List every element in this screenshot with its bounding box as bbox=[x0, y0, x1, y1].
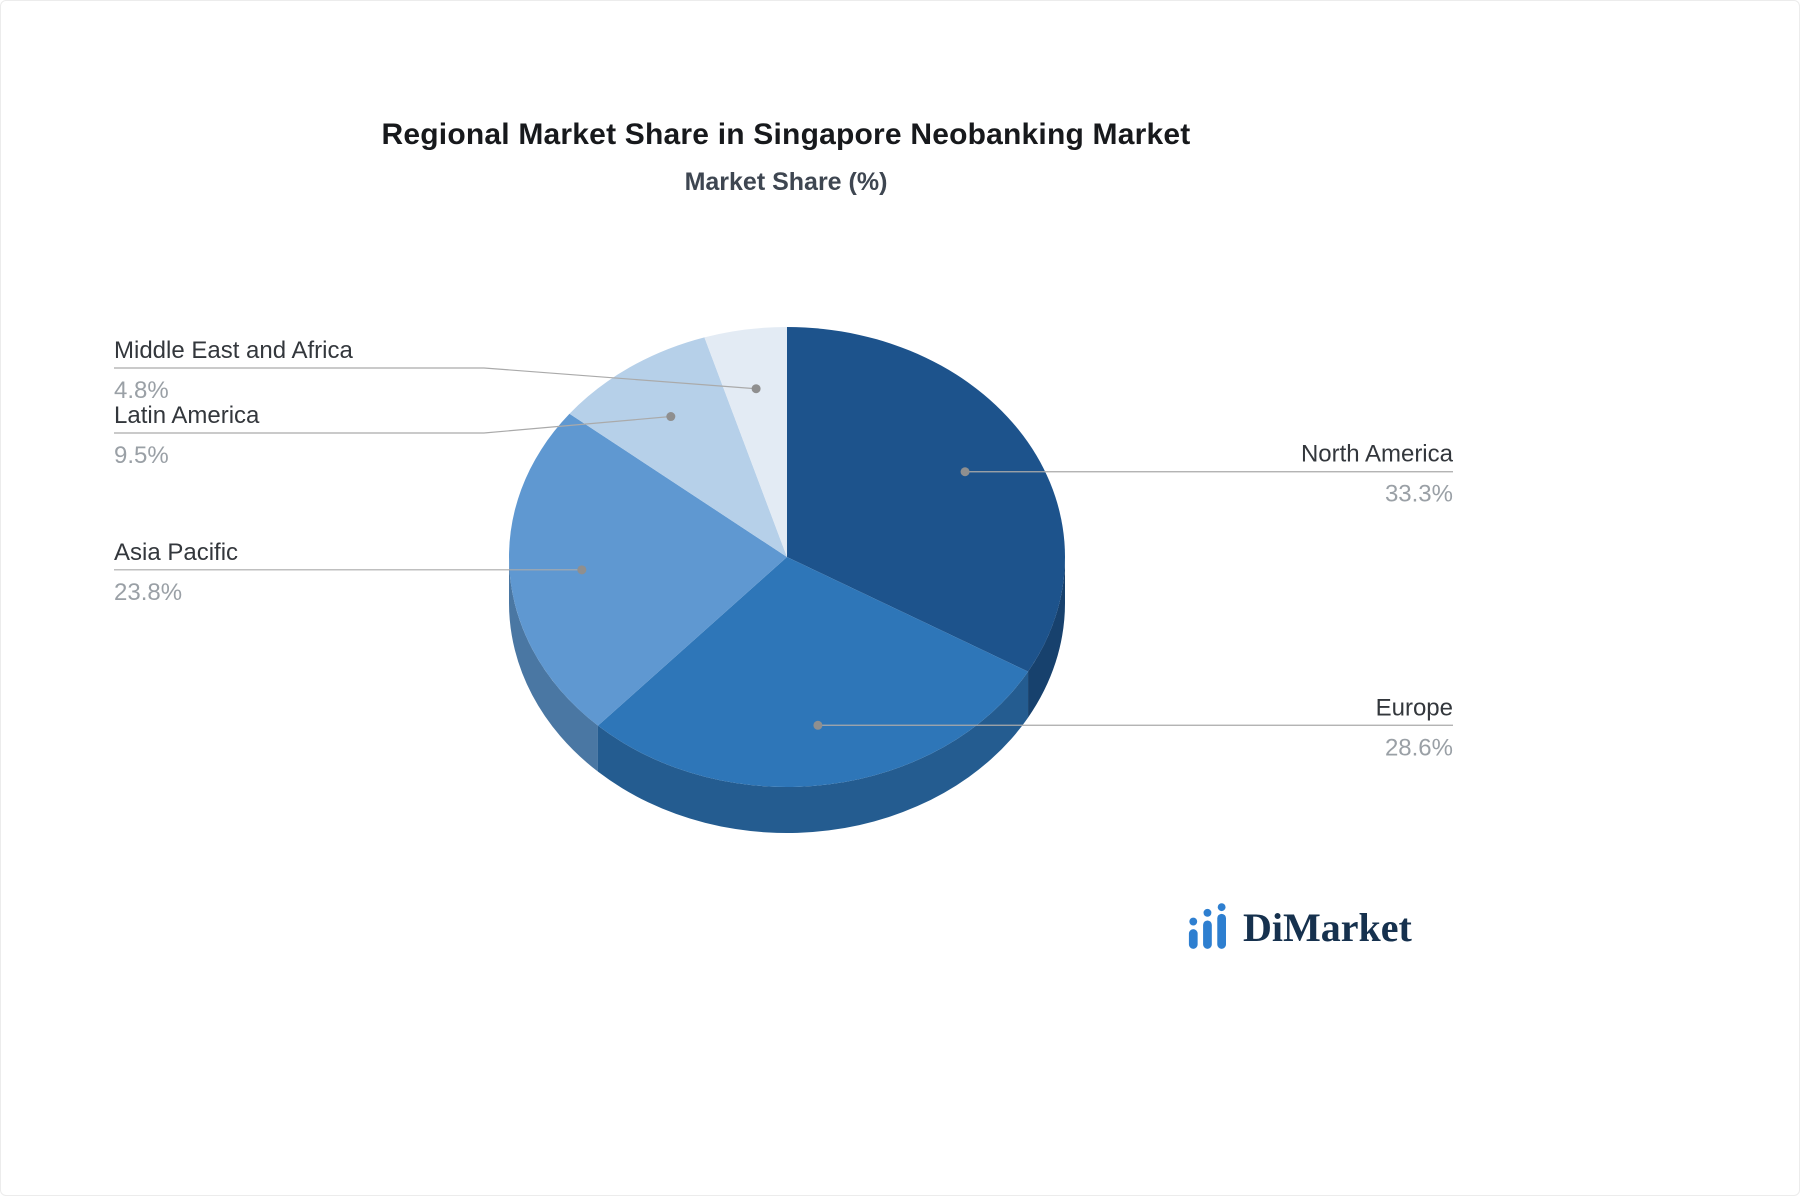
pie-slice-side-asia-pacific bbox=[509, 557, 598, 772]
slice-label-north-america: North America bbox=[1301, 441, 1454, 468]
pie-slice-north-america[interactable] bbox=[787, 327, 1066, 672]
slice-percent-latin-america: 9.5% bbox=[114, 442, 169, 469]
slice-percent-europe: 28.6% bbox=[1385, 734, 1453, 761]
pie-slice-europe[interactable] bbox=[597, 557, 1029, 788]
logo-text: DiMarket bbox=[1243, 904, 1412, 950]
logo: DiMarket bbox=[1185, 903, 1412, 951]
pie-slice-side-north-america bbox=[1028, 557, 1065, 718]
pie-slice-asia-pacific[interactable] bbox=[509, 413, 787, 726]
chart-subtitle: Market Share (%) bbox=[684, 168, 888, 196]
label-dot-asia-pacific bbox=[577, 565, 587, 575]
pie-slice-middle-east-and-africa[interactable] bbox=[704, 327, 787, 557]
label-line-latin-america bbox=[114, 415, 671, 434]
slice-label-latin-america: Latin America bbox=[114, 402, 260, 429]
pie-slice-side-europe bbox=[597, 671, 1029, 834]
slice-percent-middle-east-and-africa: 4.8% bbox=[114, 377, 169, 404]
logo-icon bbox=[1188, 903, 1226, 949]
label-dot-north-america bbox=[960, 467, 970, 477]
pie-slice-latin-america[interactable] bbox=[569, 337, 788, 557]
slice-percent-north-america: 33.3% bbox=[1385, 481, 1453, 508]
label-line-middle-east-and-africa bbox=[114, 367, 757, 390]
slice-label-asia-pacific: Asia Pacific bbox=[114, 539, 238, 566]
label-dot-middle-east-and-africa bbox=[751, 384, 761, 394]
label-dot-europe bbox=[813, 720, 823, 730]
slice-label-middle-east-and-africa: Middle East and Africa bbox=[114, 337, 353, 364]
slice-label-europe: Europe bbox=[1376, 694, 1453, 721]
chart-title: Regional Market Share in Singapore Neoba… bbox=[381, 118, 1191, 151]
label-dot-latin-america bbox=[666, 412, 676, 422]
slice-percent-asia-pacific: 23.8% bbox=[114, 579, 182, 606]
